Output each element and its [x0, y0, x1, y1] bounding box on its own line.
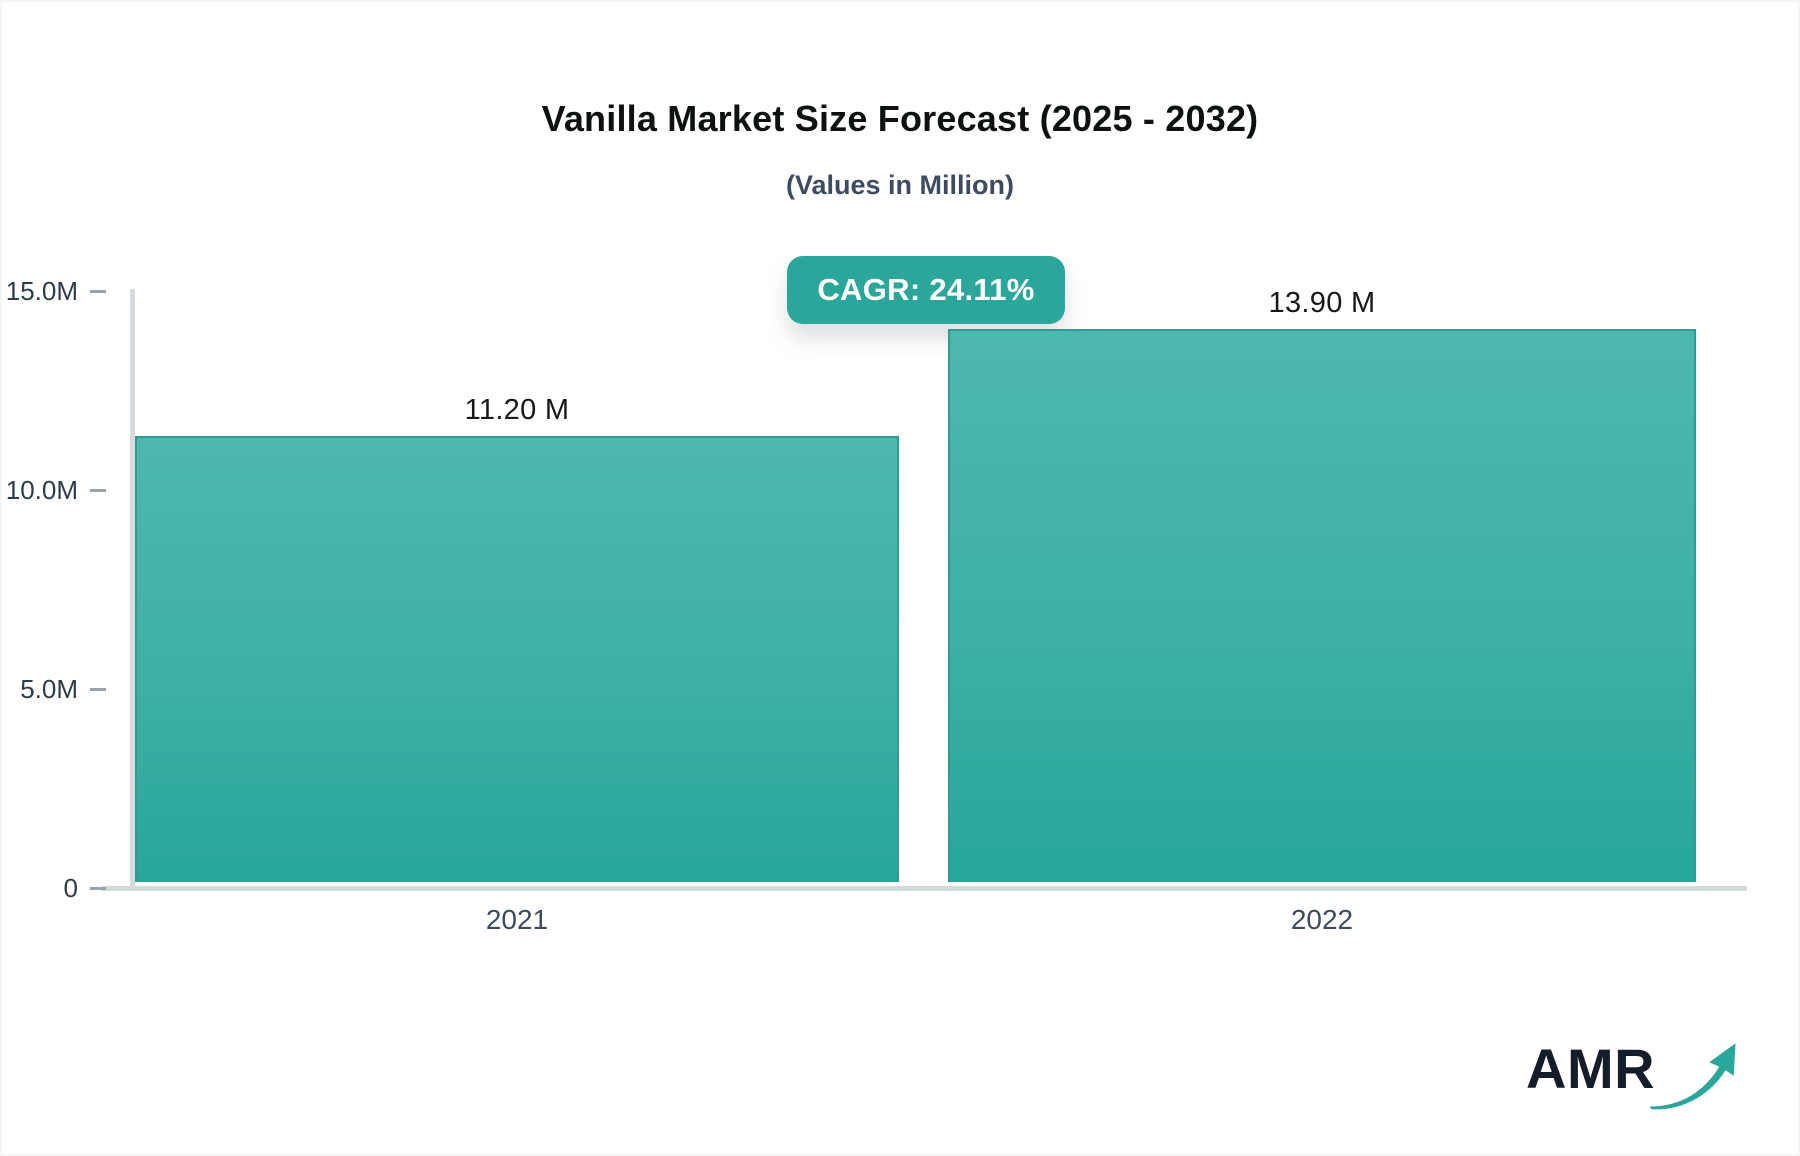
cagr-badge: CAGR: 24.11% [787, 256, 1065, 324]
y-tick-label: 10.0M [5, 474, 78, 505]
brand-logo: AMR [1526, 1026, 1739, 1112]
bar-value-label: 11.20 M [464, 394, 570, 426]
cagr-badge-label: CAGR: 24.11% [817, 272, 1035, 307]
y-tick-0: 0 [2, 873, 106, 903]
y-tick-label: 15.0M [5, 275, 78, 306]
bar-group-2021: 11.20 M [135, 394, 899, 882]
bar-group-2022: 13.90 M [948, 287, 1696, 882]
x-axis-line [102, 886, 1747, 891]
bar-2022 [948, 329, 1696, 882]
brand-logo-text: AMR [1526, 1037, 1656, 1100]
y-tick-5m: 5.0M [2, 674, 106, 704]
y-axis-line [130, 289, 135, 886]
y-tick-10m: 10.0M [2, 475, 106, 505]
chart-title: Vanilla Market Size Forecast (2025 - 203… [541, 98, 1259, 139]
y-tick-label: 0 [63, 872, 78, 903]
y-tick-mark [90, 687, 106, 691]
trend-up-arrow-icon [1649, 1043, 1736, 1110]
y-tick-mark [90, 289, 106, 293]
x-tick-label-2022: 2022 [1290, 904, 1354, 935]
bar-value-label: 13.90 M [1268, 287, 1376, 319]
bar-2021 [135, 436, 899, 882]
x-tick-label-2021: 2021 [485, 904, 549, 935]
chart-subtitle: (Values in Million) [785, 170, 1015, 200]
y-tick-mark [90, 488, 106, 492]
y-tick-label: 5.0M [20, 673, 78, 704]
y-tick-15m: 15.0M [2, 276, 106, 306]
y-tick-mark [90, 886, 106, 890]
